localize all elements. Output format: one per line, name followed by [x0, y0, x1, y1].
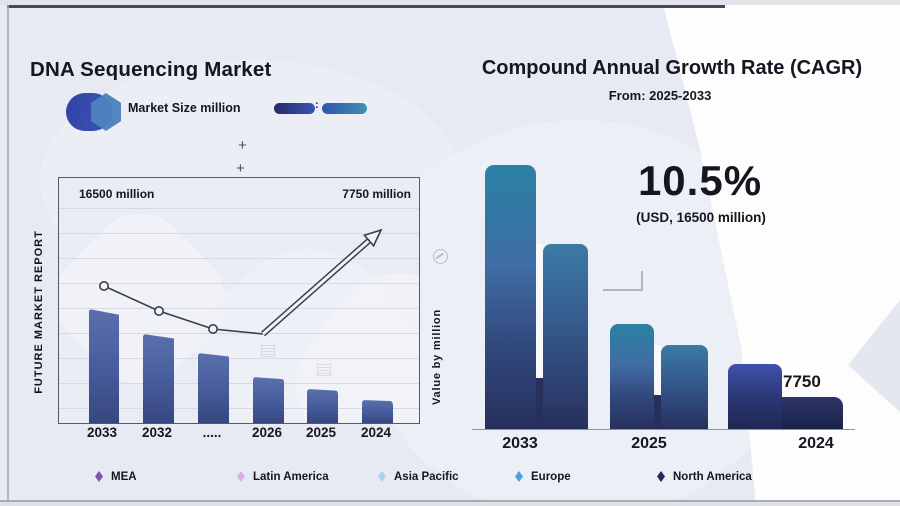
bar [307, 389, 338, 423]
bar-gap [654, 345, 661, 395]
grid-line [59, 283, 419, 284]
gradient-pill-icon [274, 103, 315, 114]
plus-mark: + [238, 137, 247, 154]
legend-label-north-america: North America [673, 471, 752, 483]
bar-value-label: 7750 [783, 372, 821, 391]
x-axis-label: 2026 [251, 425, 283, 440]
left-chart-title: DNA Sequencing Market [30, 58, 272, 81]
gridlines [59, 178, 419, 423]
legend-label-mea: MEA [111, 471, 137, 483]
right-chart-subtitle: From: 2025-2033 [608, 88, 712, 103]
bar [661, 345, 708, 430]
bar-gap [536, 244, 543, 378]
legend-label-latin-america: Latin America [253, 471, 329, 483]
bar [143, 334, 174, 423]
legend-bullet-mea [95, 471, 103, 482]
x-axis-label: ..... [202, 425, 222, 440]
grid-watermark-icon [317, 364, 331, 376]
grid-line [59, 408, 419, 409]
right-chart-title: Compound Annual Growth Rate (CAGR) [481, 57, 863, 79]
pill-separator: : [315, 99, 319, 111]
x-axis-label: 2025 [631, 435, 667, 452]
x-axis-label: 2032 [141, 425, 173, 440]
frame-top-border [7, 5, 725, 8]
trend-line-with-arrow [59, 178, 419, 423]
legend-label-asia-pacific: Asia Pacific [394, 471, 459, 483]
grid-line [59, 333, 419, 334]
x-axis-line [472, 428, 855, 430]
bar [485, 165, 536, 430]
frame-bottom-strip [0, 502, 900, 506]
grid-line [59, 358, 419, 359]
legend-bullet-north-america [657, 471, 665, 482]
x-axis-label: 2025 [305, 425, 337, 440]
bar [253, 377, 284, 423]
bar [782, 397, 843, 430]
legend-label-europe: Europe [531, 471, 571, 483]
bar [89, 309, 119, 423]
frame-top-strip [0, 0, 900, 5]
frame-left-border [7, 5, 9, 500]
crossed-circle-icon [433, 249, 448, 264]
x-axis-label: 2033 [502, 435, 538, 452]
step-corner-mark [603, 271, 643, 291]
grid-line [59, 383, 419, 384]
plus-mark: + [236, 160, 245, 177]
cagr-context: (USD, 16500 million) [636, 210, 766, 225]
end-value-label: 7750 million [342, 187, 411, 201]
bar [362, 400, 393, 423]
cylinder-legend-icon [66, 93, 122, 131]
bar-series [59, 178, 419, 423]
bar [610, 324, 654, 430]
bar [728, 364, 782, 430]
bar [198, 353, 229, 423]
grid-line [59, 308, 419, 309]
x-axis-label: 2033 [86, 425, 118, 440]
market-size-chart: 16500 million 7750 million [58, 177, 420, 424]
legend-bullet-asia-pacific [378, 471, 386, 482]
x-axis-label: 2024 [798, 435, 834, 452]
grid-watermark-icon [261, 345, 275, 357]
frame-bottom-border [0, 500, 900, 502]
market-size-legend-label: Market Size million [128, 101, 241, 115]
x-axis-label: 2024 [360, 425, 392, 440]
bar [543, 244, 588, 430]
start-value-label: 16500 million [79, 187, 155, 201]
grid-line [59, 233, 419, 234]
grid-line [59, 258, 419, 259]
gradient-pill-icon [322, 103, 367, 114]
grid-line [59, 208, 419, 209]
legend-bullet-latin-america [237, 471, 245, 482]
cagr-value: 10.5% [637, 157, 763, 204]
legend-bullet-europe [515, 471, 523, 482]
